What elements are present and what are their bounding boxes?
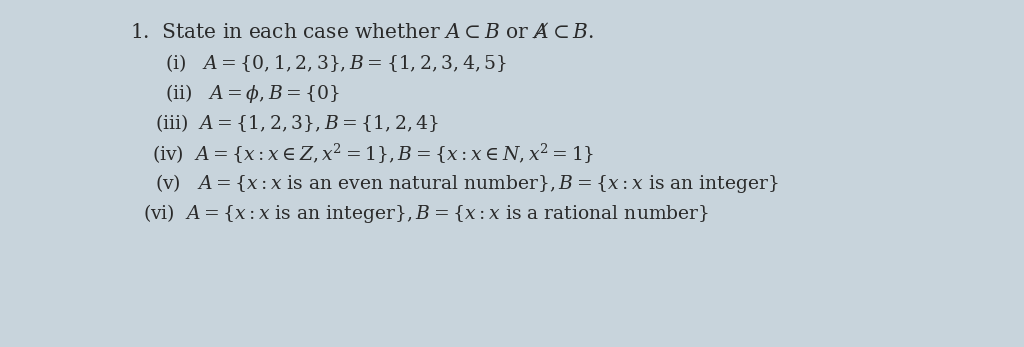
Text: (vi)  $A = \{x:x$ is an integer$\}, B = \{x:x$ is a rational number$\}$: (vi) $A = \{x:x$ is an integer$\}, B = \…: [143, 202, 710, 225]
Text: (iv)  $A = \{x:x\in Z, x^2=1\}, B = \{x:x\in N, x^2=1\}$: (iv) $A = \{x:x\in Z, x^2=1\}, B = \{x:x…: [152, 142, 595, 166]
Text: (i)   $A = \{0,1,2,3\}, B = \{1,2,3,4,5\}$: (i) $A = \{0,1,2,3\}, B = \{1,2,3,4,5\}$: [165, 52, 507, 74]
Text: 1.  State in each case whether $A\subset B$ or $A\not\subset B$.: 1. State in each case whether $A\subset …: [130, 22, 594, 42]
Text: (ii)   $A = \phi, B = \{0\}$: (ii) $A = \phi, B = \{0\}$: [165, 82, 340, 105]
Text: (v)   $A = \{x:x$ is an even natural number$\}, B = \{x:x$ is an integer$\}$: (v) $A = \{x:x$ is an even natural numbe…: [155, 172, 779, 195]
Text: (iii)  $A = \{1,2,3\}, B = \{1,2,4\}$: (iii) $A = \{1,2,3\}, B = \{1,2,4\}$: [155, 112, 439, 134]
